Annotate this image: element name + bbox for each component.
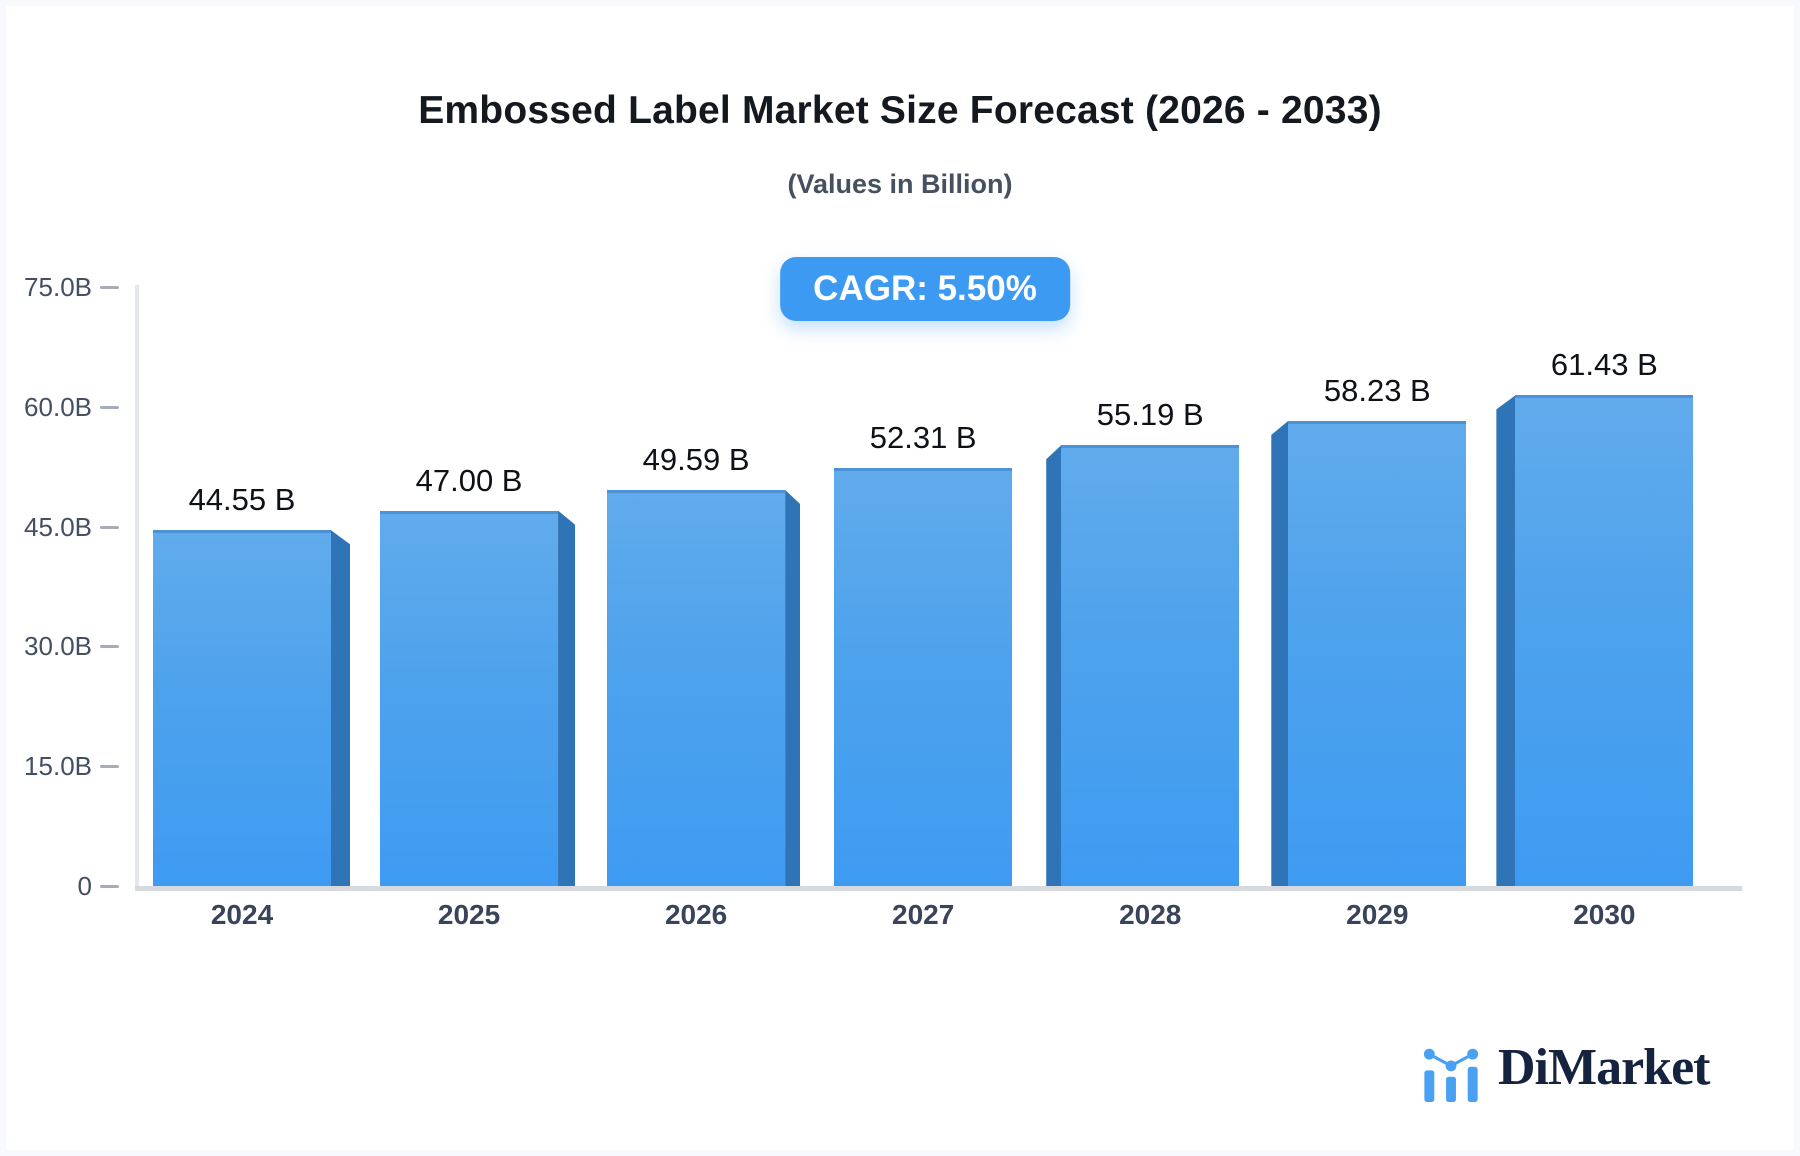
bar [153,530,331,886]
bar-chart-logo-icon [1423,1048,1479,1102]
brand-logo-text: DiMarket [1498,1039,1710,1096]
y-axis-tick-mark [100,645,119,649]
y-axis-tick-label: 75.0B [24,272,92,302]
x-axis-label: 2024 [210,899,274,930]
y-axis-tick-label: 30.0B [24,631,92,662]
chart-title: Embossed Label Market Size Forecast (202… [418,89,1382,132]
bar [607,489,786,886]
brand-watermark: DiMarket [1418,1038,1710,1102]
bar-side-face [785,489,801,886]
y-axis-tick-label: 0 [77,871,92,901]
bar-side-face [1271,420,1289,886]
y-axis-tick-label: 45.0B [24,511,92,542]
x-axis-label: 2030 [1573,899,1636,930]
bar-value-label: 52.31 B [869,420,977,456]
bar-side-face [1046,445,1062,886]
bar-side-face [558,510,576,886]
y-axis-tick-mark [100,286,119,289]
bar-value-label: 61.43 B [1550,347,1658,383]
bar-side-face [331,530,350,886]
y-axis-tick-mark [100,885,119,888]
y-axis-tick-mark [100,765,119,769]
y-axis-tick-mark [100,405,119,409]
x-axis-line [135,886,1742,891]
bar-value-label: 49.59 B [642,441,750,477]
bar [1288,420,1467,886]
x-axis-label: 2027 [892,899,955,930]
bar [834,468,1013,886]
y-axis-tick-mark [100,525,119,529]
bar-value-label: 47.00 B [415,462,523,498]
bar-value-label: 58.23 B [1323,372,1431,408]
x-axis-label: 2028 [1119,899,1182,930]
bar [380,510,559,886]
y-axis-tick-label: 60.0B [24,391,92,422]
y-axis-tick-label: 15.0B [24,751,92,782]
x-axis-label: 2026 [664,899,728,930]
y-axis-line [135,285,139,891]
bar [1061,445,1240,886]
chart-subtitle: (Values in Billion) [787,169,1013,199]
bar-value-label: 55.19 B [1096,397,1204,433]
bar [1515,395,1694,886]
cagr-badge: CAGR: 5.50% [780,257,1070,321]
bar-side-face [1496,395,1516,886]
bar-value-label: 44.55 B [188,482,296,518]
x-axis-label: 2025 [437,899,501,930]
x-axis-label: 2029 [1346,899,1409,930]
